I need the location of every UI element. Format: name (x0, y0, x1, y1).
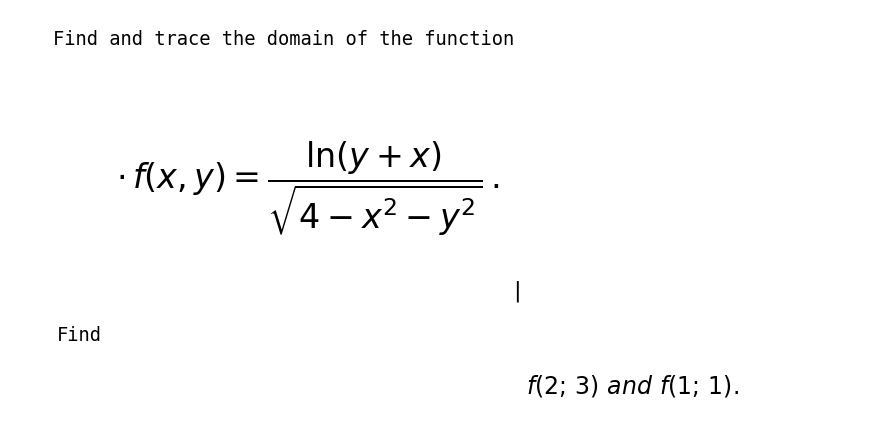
Text: Find: Find (57, 326, 102, 345)
Text: Find and trace the domain of the function: Find and trace the domain of the functio… (53, 30, 514, 49)
Text: |: | (513, 281, 520, 302)
Text: $f(2;\,3)\ \mathit{and}\ f(1;\,1).$: $f(2;\,3)\ \mathit{and}\ f(1;\,1).$ (526, 373, 738, 399)
Text: $\cdot\, f(x,y) = \dfrac{\ln(y + x)}{\sqrt{4 - x^2 - y^2}}\,.$: $\cdot\, f(x,y) = \dfrac{\ln(y + x)}{\sq… (116, 140, 499, 238)
